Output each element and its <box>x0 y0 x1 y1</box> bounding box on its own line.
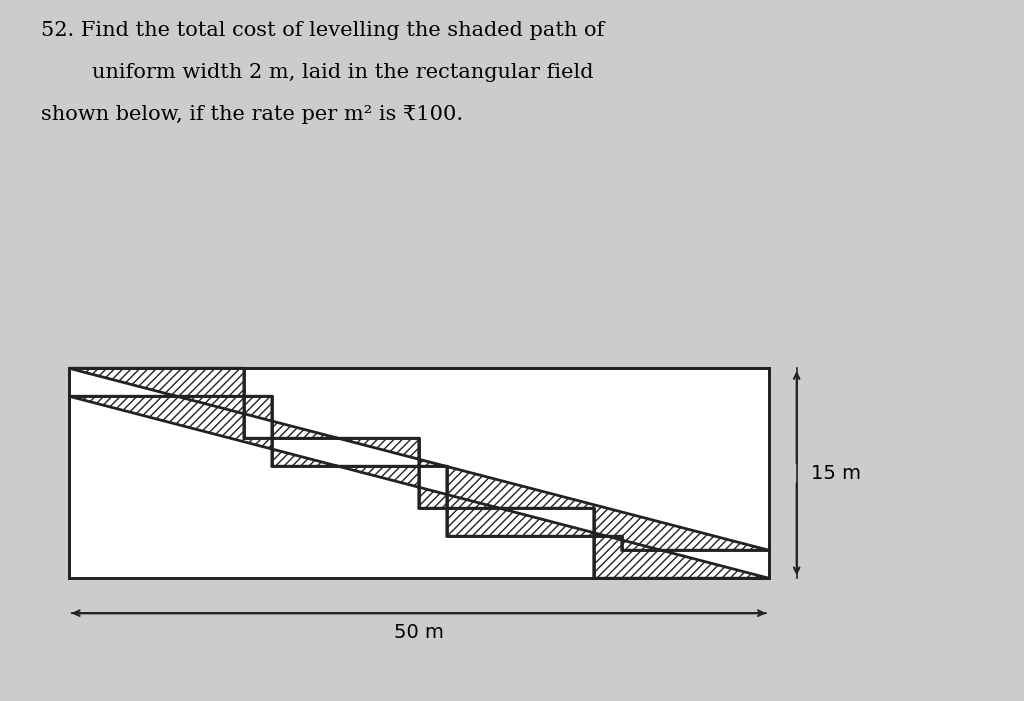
Text: 50 m: 50 m <box>394 623 443 642</box>
Text: uniform width 2 m, laid in the rectangular field: uniform width 2 m, laid in the rectangul… <box>92 63 594 82</box>
Bar <box>69 368 769 578</box>
Text: shown below, if the rate per m² is ₹100.: shown below, if the rate per m² is ₹100. <box>41 105 463 124</box>
Text: 52. Find the total cost of levelling the shaded path of: 52. Find the total cost of levelling the… <box>41 21 604 40</box>
Bar <box>69 368 769 578</box>
Text: 15 m: 15 m <box>811 464 860 483</box>
Polygon shape <box>69 368 769 578</box>
